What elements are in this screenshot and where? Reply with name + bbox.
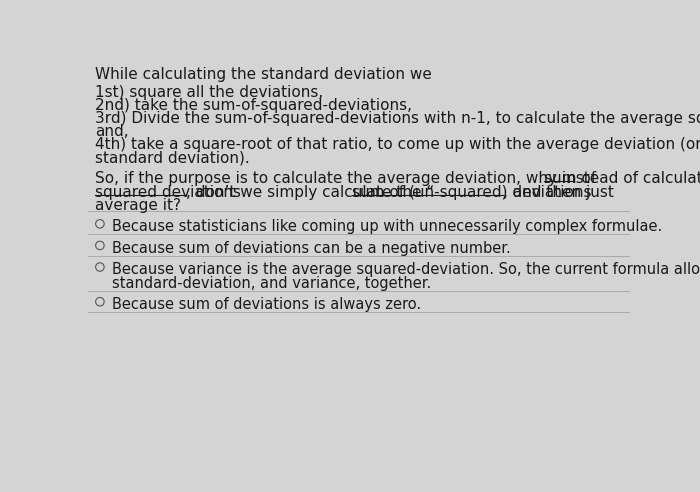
Text: Because variance is the average squared-deviation. So, the current formula allow: Because variance is the average squared-… — [112, 262, 700, 277]
Text: standard-deviation, and variance, together.: standard-deviation, and variance, togeth… — [112, 276, 431, 290]
Text: 3rd) Divide the sum-of-squared-deviations with n-1, to calculate the average squ: 3rd) Divide the sum-of-squared-deviation… — [95, 111, 700, 126]
Text: sum of (un-squared) deviations: sum of (un-squared) deviations — [352, 184, 592, 200]
Text: 1st) square all the deviations,: 1st) square all the deviations, — [95, 85, 323, 100]
Text: Because sum of deviations is always zero.: Because sum of deviations is always zero… — [112, 297, 421, 312]
Text: sum of: sum of — [544, 171, 596, 186]
Text: average it?: average it? — [95, 198, 181, 213]
Text: , and then just: , and then just — [503, 184, 614, 200]
Text: standard deviation).: standard deviation). — [95, 151, 250, 165]
Text: 2nd) take the sum-of-squared-deviations,: 2nd) take the sum-of-squared-deviations, — [95, 98, 412, 113]
Text: So, if the purpose is to calculate the average deviation, why instead of calcula: So, if the purpose is to calculate the a… — [95, 171, 700, 186]
Text: 4th) take a square-root of that ratio, to come up with the average deviation (or: 4th) take a square-root of that ratio, t… — [95, 137, 700, 153]
Text: Because sum of deviations can be a negative number.: Because sum of deviations can be a negat… — [112, 241, 511, 256]
Text: While calculating the standard deviation we: While calculating the standard deviation… — [95, 67, 432, 82]
Text: and,: and, — [95, 124, 129, 139]
Text: , don’t we simply calculate the “: , don’t we simply calculate the “ — [186, 184, 434, 200]
Text: Because statisticians like coming up with unnecessarily complex formulae.: Because statisticians like coming up wit… — [112, 219, 662, 234]
Text: squared deviations: squared deviations — [95, 184, 242, 200]
